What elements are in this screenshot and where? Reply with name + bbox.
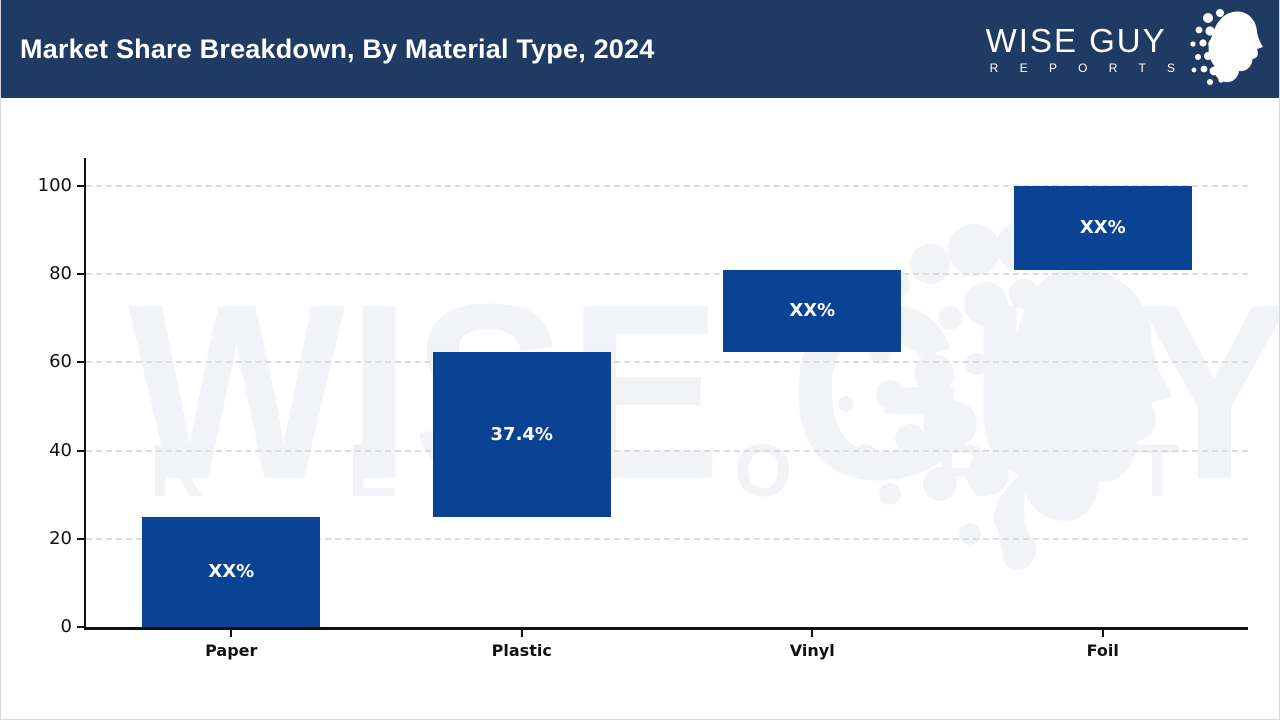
bar-value-label-foil: XX% (1079, 217, 1126, 239)
chart-title: Market Share Breakdown, By Material Type… (20, 33, 655, 64)
y-tick-80 (77, 273, 84, 276)
y-tick-label-20: 20 (49, 527, 72, 549)
gridline-y100 (86, 185, 1248, 187)
x-tick-label-paper: Paper (205, 641, 258, 660)
y-tick-60 (77, 361, 84, 364)
y-tick-label-60: 60 (49, 351, 72, 373)
gridline-y80 (86, 273, 1248, 276)
y-tick-label-0: 0 (60, 616, 72, 637)
bar-plastic: 37.4% (432, 351, 611, 517)
bar-value-label-plastic: 37.4% (490, 423, 553, 445)
x-tick-plastic (520, 630, 523, 637)
bar-foil: XX% (1013, 186, 1192, 270)
y-tick-40 (77, 449, 84, 452)
logo-name: WISE GUY (985, 21, 1167, 59)
x-tick-vinyl (811, 630, 814, 637)
wise-guy-logo: WISE GUY R E P O R T S (986, 4, 1266, 95)
x-tick-label-vinyl: Vinyl (789, 641, 835, 660)
bar-value-label-vinyl: XX% (789, 300, 836, 322)
y-axis-spine (84, 158, 86, 630)
logo-subtitle: R E P O R T S (989, 60, 1184, 75)
x-tick-label-foil: Foil (1086, 641, 1119, 660)
y-tick-0 (77, 626, 84, 628)
x-axis-spine (84, 627, 1248, 630)
head-profile-icon (1186, 4, 1266, 95)
x-tick-label-plastic: Plastic (491, 641, 552, 660)
y-tick-20 (77, 537, 84, 540)
bar-paper: XX% (142, 516, 321, 627)
bar-value-label-paper: XX% (208, 561, 255, 583)
y-tick-label-40: 40 (49, 439, 72, 461)
y-tick-label-100: 100 (37, 175, 72, 196)
gridline-y20 (86, 537, 1248, 540)
y-tick-label-80: 80 (49, 263, 72, 285)
x-tick-foil (1101, 630, 1104, 637)
header-bar: Market Share Breakdown, By Material Type… (0, 0, 1280, 98)
gridline-y60 (86, 361, 1248, 364)
x-tick-paper (230, 630, 233, 637)
gridline-y40 (86, 449, 1248, 452)
bar-vinyl: XX% (723, 269, 902, 352)
y-tick-100 (77, 185, 84, 187)
